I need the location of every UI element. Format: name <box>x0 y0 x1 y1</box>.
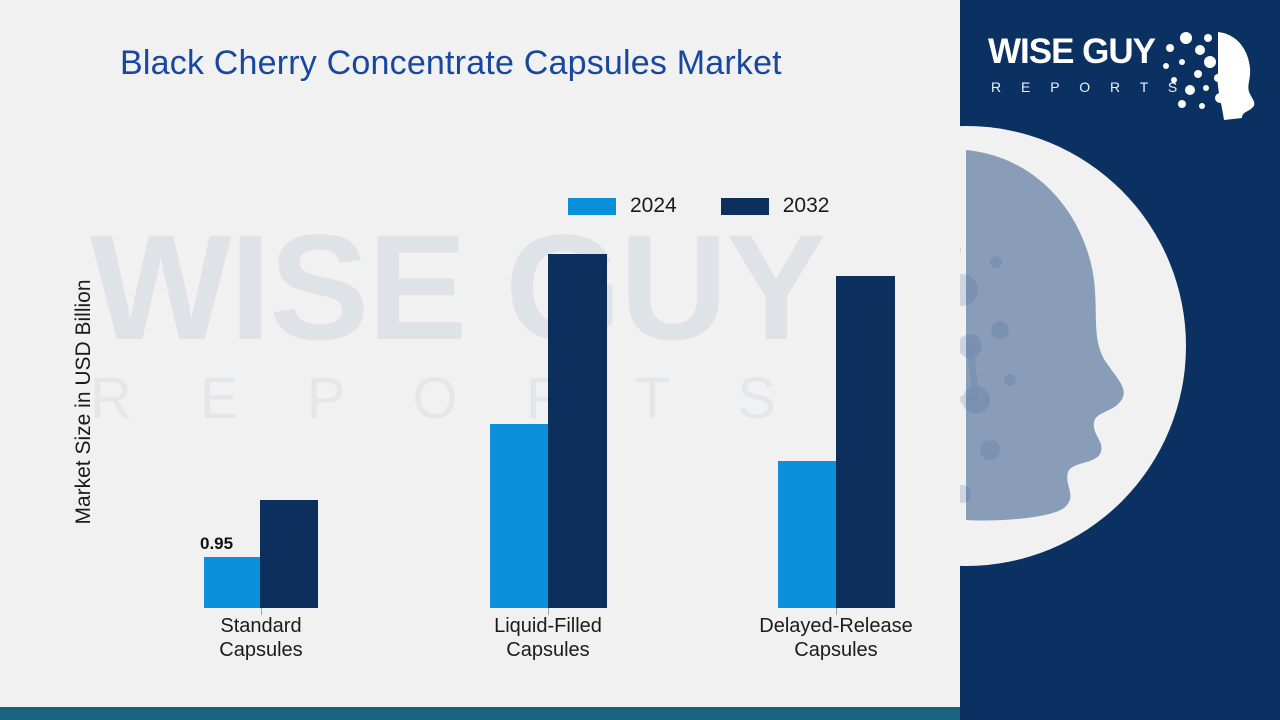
x-axis-tick-0 <box>261 608 262 615</box>
bar-delayed-release-2024[interactable] <box>778 461 836 608</box>
x-axis-label-line2: Capsules <box>506 638 590 661</box>
chart-panel: WISE GUY R E P O R T S Black Cherry Conc… <box>0 44 960 720</box>
bottom-accent-strip <box>0 707 960 720</box>
brand-panel: WISE GUY R E P O R T S <box>960 0 1280 720</box>
brand-logo-main-text: WISE GUY <box>988 32 1156 71</box>
chart-legend: 2024 2032 <box>568 194 829 218</box>
x-axis-label-line1: Delayed-Release <box>759 615 913 637</box>
x-axis-label-0: Standard Capsules <box>111 615 411 662</box>
legend-label-2032: 2032 <box>782 194 830 217</box>
legend-swatch-2032 <box>720 197 769 215</box>
bar-liquid-filled-2032[interactable] <box>548 254 607 608</box>
page-title: Black Cherry Concentrate Capsules Market <box>120 44 782 82</box>
legend-swatch-2024 <box>568 197 616 215</box>
bar-value-standard-2024: 0.95 <box>200 534 234 553</box>
legend-item-2024[interactable]: 2024 <box>568 194 677 218</box>
x-axis-label-2: Delayed-Release Capsules <box>686 615 960 662</box>
brand-logo-face-dots-icon <box>1163 32 1255 120</box>
x-axis-label-line1: Liquid-Filled <box>494 615 602 637</box>
x-axis-label-line2: Capsules <box>794 638 878 661</box>
bar-standard-2032[interactable] <box>260 500 318 608</box>
bar-standard-2024[interactable] <box>204 557 260 608</box>
legend-label-2024: 2024 <box>630 194 677 217</box>
legend-item-2032[interactable]: 2032 <box>720 194 830 218</box>
x-axis-label-line1: Standard <box>220 615 302 637</box>
x-axis-label-1: Liquid-Filled Capsules <box>398 615 698 662</box>
x-axis-label-line2: Capsules <box>219 638 303 661</box>
bar-delayed-release-2032[interactable] <box>836 276 895 608</box>
brand-logo-sub-text: R E P O R T S <box>991 79 1186 95</box>
bar-liquid-filled-2024[interactable] <box>490 424 548 608</box>
plot-area: 0.95 Standard Capsules Liquid-Filled Capsule… <box>111 254 960 662</box>
x-axis-tick-1 <box>548 608 549 615</box>
brand-face-profile-icon <box>966 150 1124 521</box>
x-axis-tick-2 <box>836 608 837 615</box>
brand-logo: WISE GUY R E P O R T S <box>988 32 1256 124</box>
